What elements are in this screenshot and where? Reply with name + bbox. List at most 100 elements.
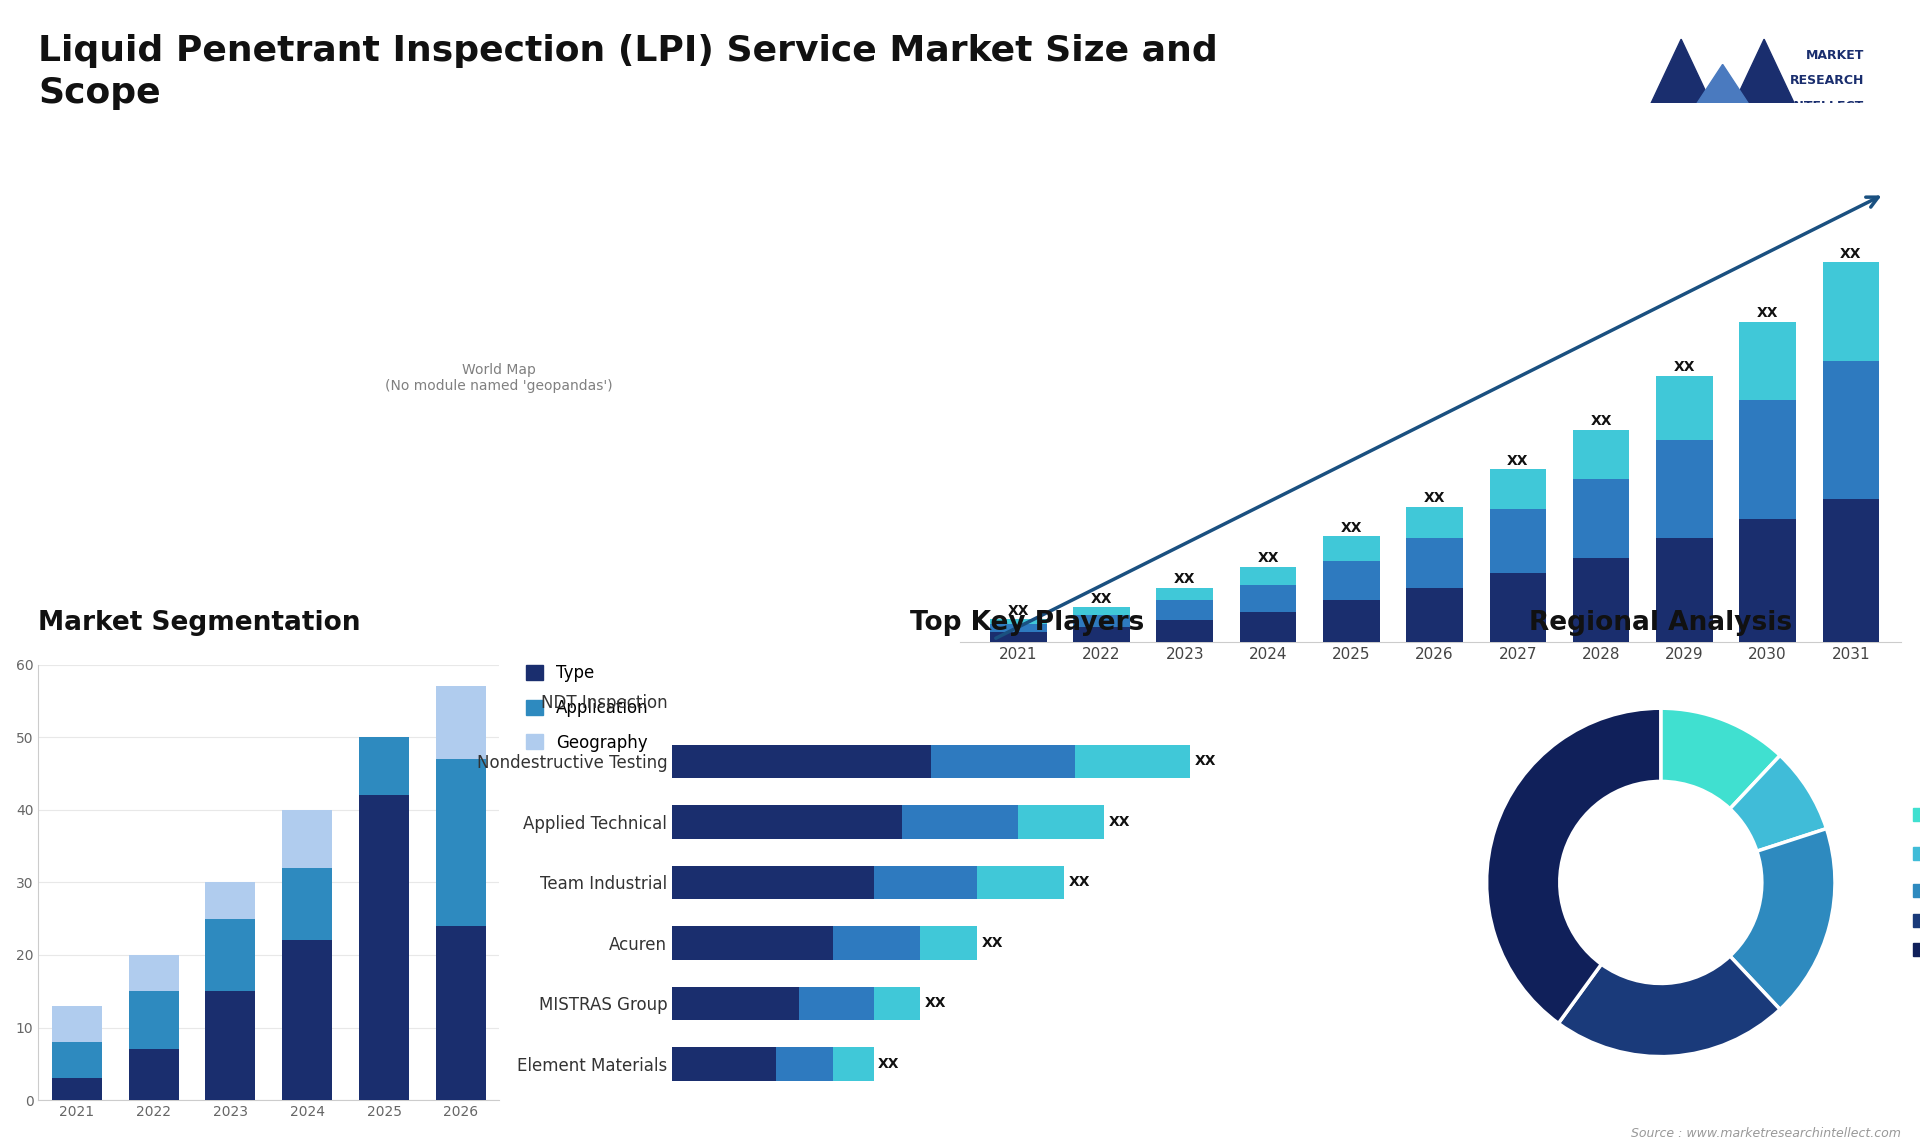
Bar	[1657, 376, 1713, 440]
Legend: Latin America, Middle East &
Africa, Asia Pacific, Europe, North America: Latin America, Middle East & Africa, Asi…	[1908, 801, 1920, 964]
Bar	[1240, 612, 1296, 642]
Bar	[52, 1042, 102, 1078]
Bar	[1490, 573, 1546, 642]
Bar	[931, 745, 1075, 778]
Bar	[1323, 601, 1380, 642]
Text: XX: XX	[1340, 521, 1361, 535]
Bar	[1822, 499, 1880, 642]
Bar	[1572, 430, 1630, 479]
Bar	[799, 987, 874, 1020]
Polygon shape	[1722, 39, 1805, 127]
Bar	[1405, 539, 1463, 588]
Bar	[1822, 262, 1880, 361]
Circle shape	[1559, 782, 1763, 983]
Wedge shape	[1661, 708, 1780, 809]
Bar	[1073, 615, 1129, 627]
Bar	[129, 955, 179, 991]
Bar	[920, 926, 977, 959]
Bar	[1740, 322, 1795, 400]
Bar	[129, 991, 179, 1050]
Wedge shape	[1730, 755, 1826, 851]
Text: XX: XX	[1194, 754, 1217, 769]
Bar	[1156, 588, 1213, 601]
Text: XX: XX	[1674, 360, 1695, 375]
Bar	[672, 745, 931, 778]
Text: XX: XX	[1091, 591, 1112, 606]
Bar	[1572, 558, 1630, 642]
Bar	[205, 919, 255, 991]
Bar	[1740, 519, 1795, 642]
Bar	[874, 987, 920, 1020]
Bar	[672, 926, 833, 959]
Text: XX: XX	[877, 1057, 900, 1070]
Bar	[205, 882, 255, 919]
Bar	[282, 868, 332, 941]
Bar	[359, 737, 409, 795]
Text: Top Key Players: Top Key Players	[910, 610, 1144, 636]
Text: Liquid Penetrant Inspection (LPI) Service Market Size and
Scope: Liquid Penetrant Inspection (LPI) Servic…	[38, 34, 1217, 110]
Bar	[991, 631, 1046, 642]
Text: INTELLECT: INTELLECT	[1789, 100, 1864, 112]
Bar	[129, 1050, 179, 1100]
Bar	[1657, 539, 1713, 642]
Bar	[359, 795, 409, 1100]
Bar	[282, 941, 332, 1100]
Bar	[1240, 584, 1296, 612]
Wedge shape	[1486, 708, 1661, 1023]
Bar	[1075, 745, 1190, 778]
Wedge shape	[1730, 829, 1836, 1010]
Bar	[205, 991, 255, 1100]
Bar	[776, 1047, 833, 1081]
Text: XX: XX	[1590, 415, 1611, 429]
Bar	[436, 686, 486, 759]
Bar	[436, 926, 486, 1100]
Text: XX: XX	[924, 996, 947, 1011]
Polygon shape	[1640, 39, 1722, 127]
Bar	[282, 810, 332, 868]
Bar	[672, 1047, 776, 1081]
Text: XX: XX	[1507, 454, 1528, 468]
Bar	[1405, 588, 1463, 642]
Text: XX: XX	[1173, 572, 1196, 586]
Bar	[1490, 509, 1546, 573]
Text: XX: XX	[1068, 876, 1091, 889]
Bar	[672, 987, 799, 1020]
Bar	[833, 926, 920, 959]
Text: XX: XX	[1425, 492, 1446, 505]
Text: Source : www.marketresearchintellect.com: Source : www.marketresearchintellect.com	[1630, 1128, 1901, 1140]
Text: XX: XX	[981, 936, 1004, 950]
Bar	[1657, 440, 1713, 539]
Text: World Map
(No module named 'geopandas'): World Map (No module named 'geopandas')	[386, 363, 612, 393]
Bar	[1490, 470, 1546, 509]
Legend: Type, Application, Geography: Type, Application, Geography	[526, 665, 649, 752]
Bar	[52, 1078, 102, 1100]
Bar	[833, 1047, 874, 1081]
Bar	[1073, 607, 1129, 615]
Text: XX: XX	[1008, 604, 1029, 618]
Bar	[1323, 562, 1380, 601]
Text: RESEARCH: RESEARCH	[1789, 74, 1864, 87]
Bar	[991, 619, 1046, 625]
Bar	[1405, 507, 1463, 539]
Text: XX: XX	[1839, 248, 1862, 261]
Bar	[672, 806, 902, 839]
Text: XX: XX	[1108, 815, 1131, 829]
Bar	[1822, 361, 1880, 499]
Bar	[436, 759, 486, 926]
Bar	[1240, 567, 1296, 584]
Text: XX: XX	[1757, 306, 1778, 320]
Text: Regional Analysis: Regional Analysis	[1528, 610, 1793, 636]
Bar	[672, 865, 874, 900]
Bar	[991, 625, 1046, 631]
Bar	[902, 806, 1018, 839]
Text: Market Segmentation: Market Segmentation	[38, 610, 361, 636]
Text: MARKET: MARKET	[1807, 49, 1864, 62]
Bar	[1018, 806, 1104, 839]
Bar	[874, 865, 977, 900]
Bar	[977, 865, 1064, 900]
Bar	[1740, 400, 1795, 519]
Text: XX: XX	[1258, 551, 1279, 565]
Bar	[1156, 601, 1213, 620]
Bar	[1572, 479, 1630, 558]
Wedge shape	[1559, 956, 1780, 1057]
